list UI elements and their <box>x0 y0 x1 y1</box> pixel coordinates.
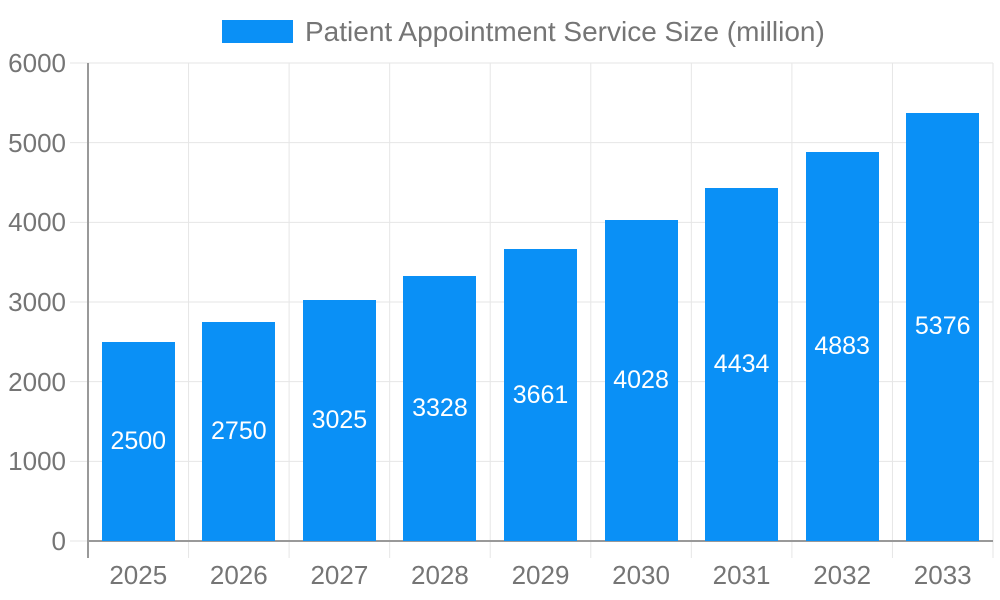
x-tick-label-2031: 2031 <box>712 560 771 590</box>
bar-2026[interactable]: 2750 <box>202 321 276 541</box>
y-tick-label-1000: 1000 <box>8 446 66 477</box>
bar-value-label: 2750 <box>211 416 267 445</box>
y-tick-label-2000: 2000 <box>8 366 66 397</box>
bar-2029[interactable]: 3661 <box>504 249 577 541</box>
bar-value-label: 2500 <box>110 426 167 455</box>
bar-value-label: 4883 <box>814 331 870 360</box>
bar-2032[interactable]: 4883 <box>805 151 879 541</box>
y-tick-label-3000: 3000 <box>8 287 66 317</box>
x-tick-label-2033: 2033 <box>913 560 972 590</box>
bar-value-label: 3328 <box>412 393 468 422</box>
legend-label: Patient Appointment Service Size (millio… <box>305 16 825 47</box>
bar-2025[interactable]: 2500 <box>101 341 175 541</box>
bar-2027[interactable]: 3025 <box>302 300 376 541</box>
bar-value-label: 4028 <box>613 366 669 395</box>
legend-swatch <box>222 20 293 43</box>
y-tick-label-6000: 6000 <box>8 48 66 78</box>
bar-value-label: 3025 <box>311 405 368 434</box>
y-tick-label-0: 0 <box>51 526 66 556</box>
bar-value-label: 4434 <box>713 349 770 378</box>
bar-2033[interactable]: 5376 <box>906 112 980 541</box>
bar-value-label: 5376 <box>914 312 971 341</box>
bar-2028[interactable]: 3328 <box>403 275 477 541</box>
bar-value-label: 3661 <box>512 380 569 409</box>
x-tick-label-2029: 2029 <box>511 560 570 590</box>
x-tick-label-2026: 2026 <box>209 560 268 590</box>
bar-2030[interactable]: 4028 <box>604 220 678 541</box>
x-tick-label-2025: 2025 <box>109 560 168 590</box>
y-tick-label-5000: 5000 <box>8 127 66 158</box>
x-tick-label-2027: 2027 <box>310 560 369 590</box>
x-tick-label-2030: 2030 <box>612 560 670 590</box>
bar-2031[interactable]: 4434 <box>705 187 779 541</box>
y-tick-label-4000: 4000 <box>8 207 66 238</box>
x-tick-label-2028: 2028 <box>411 560 469 590</box>
x-tick-label-2032: 2032 <box>813 560 872 590</box>
